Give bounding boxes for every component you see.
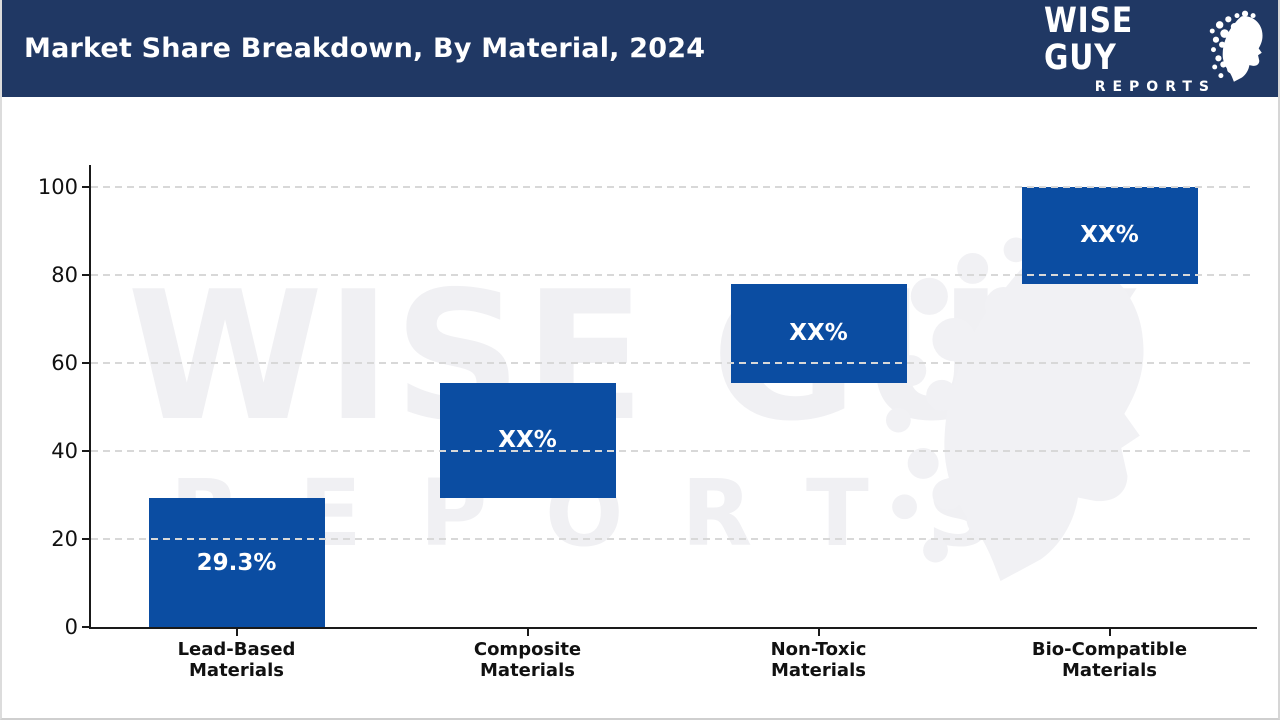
x-tick-label-lead-based-materials: Lead-Based Materials (91, 639, 382, 681)
y-tickmark-0 (82, 626, 90, 628)
x-tick-label-line: Lead-Based (177, 639, 296, 660)
gridline-y-60 (91, 362, 1255, 364)
y-tick-label-40: 40 (51, 439, 78, 463)
bar-label-lead-based-materials: 29.3% (196, 549, 277, 576)
bar-lead-based-materials (148, 498, 325, 627)
brand-subname: REPORTS (1094, 79, 1216, 96)
x-tick-label-bio-compatible-materials: Bio-Compatible Materials (964, 639, 1255, 681)
gridline-y-20 (91, 538, 1255, 540)
x-tick-label-composite-materials: Composite Materials (382, 639, 673, 681)
wiseguy-head-profile-icon (1209, 10, 1263, 82)
x-tick-label-non-toxic-materials: Non-Toxic Materials (673, 639, 964, 681)
y-tickmark-80 (82, 274, 90, 276)
x-tick-label-line: Non-Toxic (770, 639, 867, 660)
y-tick-label-0: 0 (64, 615, 78, 639)
bar-bio-compatible-materials (1021, 187, 1198, 284)
x-tick-label-line: Materials (771, 660, 866, 681)
y-tickmark-60 (82, 362, 90, 364)
x-tickmark-2 (817, 629, 820, 636)
bar-non-toxic-materials (730, 283, 907, 383)
brand-text: WISE GUY REPORTS (1014, 0, 1216, 96)
y-tick-label-80: 80 (51, 263, 78, 287)
y-tick-label-100: 100 (37, 175, 78, 199)
gridline-y-100 (91, 186, 1255, 188)
x-tickmark-1 (526, 629, 529, 636)
bar-composite-materials (439, 382, 616, 499)
x-tick-label-line: Materials (1062, 660, 1157, 681)
x-tick-label-line: Composite (473, 639, 582, 660)
x-tickmark-0 (235, 629, 238, 636)
bar-label-bio-compatible-materials: XX% (1080, 222, 1139, 249)
brand-name: WISE GUY (1044, 0, 1134, 78)
x-tick-label-line: Materials (189, 660, 284, 681)
brand-logo: WISE GUY REPORTS (1014, 0, 1268, 96)
y-tickmark-20 (82, 538, 90, 540)
x-tick-label-line: Bio-Compatible (1031, 639, 1188, 660)
x-axis-line (89, 627, 1257, 629)
y-tickmark-100 (82, 186, 90, 188)
x-tick-label-line: Materials (480, 660, 575, 681)
gridline-y-80 (91, 274, 1255, 276)
bar-label-non-toxic-materials: XX% (789, 320, 848, 347)
page-title: Market Share Breakdown, By Material, 202… (24, 33, 706, 64)
bar-label-composite-materials: XX% (498, 427, 557, 454)
header-bar: Market Share Breakdown, By Material, 202… (2, 0, 1278, 97)
gridline-y-40 (91, 450, 1255, 452)
y-axis-line (89, 165, 91, 629)
y-tick-label-60: 60 (51, 351, 78, 375)
y-tickmark-40 (82, 450, 90, 452)
x-tickmark-3 (1108, 629, 1111, 636)
y-tick-label-20: 20 (51, 527, 78, 551)
